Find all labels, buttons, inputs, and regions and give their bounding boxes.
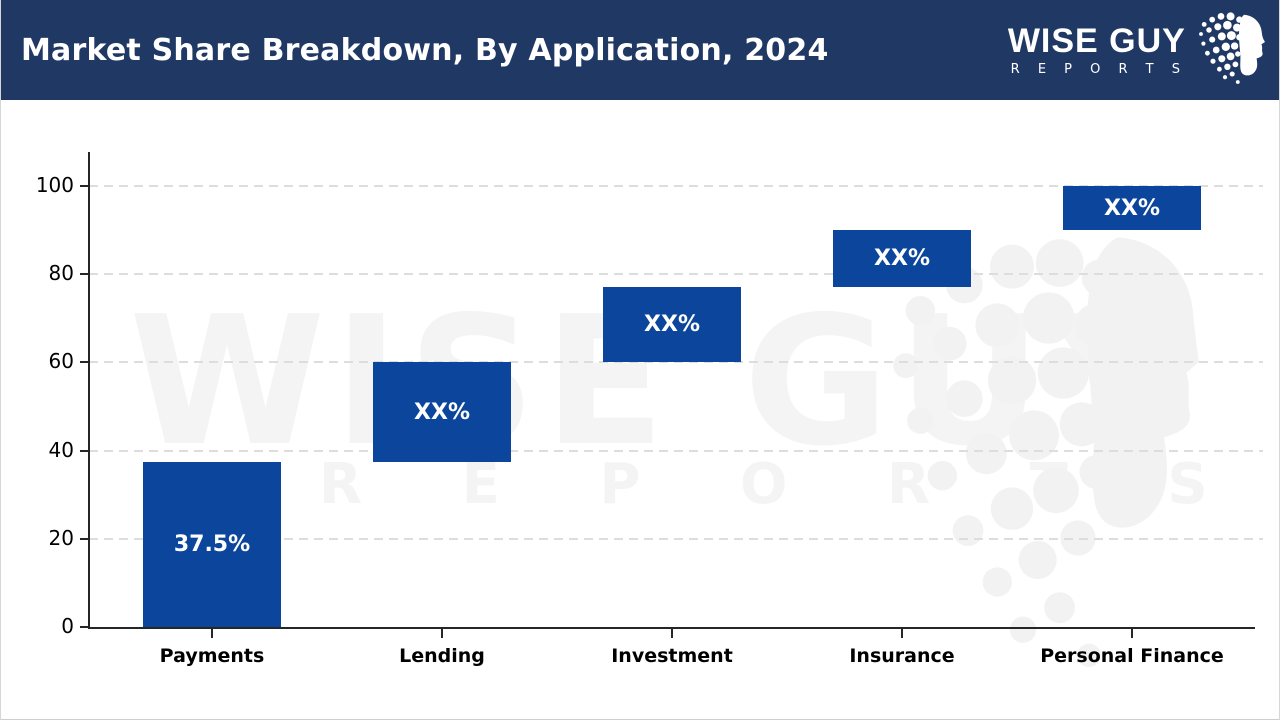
bar-value-label: XX% — [874, 246, 930, 272]
gridline — [89, 449, 1263, 452]
y-axis-tick — [80, 185, 88, 187]
x-axis-category-label-personal-finance: Personal Finance — [1040, 645, 1224, 667]
x-axis-category-label-lending: Lending — [399, 645, 485, 667]
y-axis-tick-label: 80 — [48, 261, 74, 286]
bar-value-label: XX% — [1104, 195, 1160, 221]
wise-guy-reports-logo: WISE GUY R E P O R T S — [1007, 8, 1265, 92]
y-axis-tick — [80, 361, 88, 364]
bar-value-label: 37.5% — [173, 531, 251, 557]
x-axis-line — [88, 627, 1255, 629]
y-axis-tick — [80, 537, 88, 540]
gridline — [89, 185, 1263, 187]
logo-wordmark-line1: WISE GUY — [1007, 22, 1186, 60]
wise-guy-head-icon — [1199, 12, 1265, 84]
x-axis-tick — [671, 629, 673, 638]
watermark-head-icon — [893, 237, 1199, 668]
bar-value-label: XX% — [644, 312, 700, 338]
x-axis-category-label-investment: Investment — [611, 645, 733, 667]
bar-payments: 37.5% — [143, 461, 281, 627]
y-axis-tick — [80, 273, 88, 276]
gridline — [89, 361, 1263, 364]
x-axis-tick — [901, 629, 903, 638]
gridline — [89, 273, 1263, 276]
y-axis-tick-label: 100 — [35, 173, 74, 197]
y-axis-tick — [80, 626, 88, 628]
bar-investment: XX% — [603, 287, 741, 363]
y-axis-tick-label: 60 — [48, 349, 74, 374]
header-bar: Market Share Breakdown, By Application, … — [1, 0, 1279, 100]
gridline — [89, 537, 1263, 540]
bar-personal-finance: XX% — [1063, 186, 1201, 231]
waterfall-chart: WISE GUY R E P O R T S 0 20 40 60 80 100 37.5%… — [1, 100, 1279, 719]
y-axis-tick-label: 40 — [48, 437, 74, 462]
x-axis-category-label-insurance: Insurance — [849, 645, 955, 667]
x-axis-tick — [211, 629, 213, 638]
bar-lending: XX% — [373, 362, 511, 462]
page-title: Market Share Breakdown, By Application, … — [21, 32, 829, 68]
logo-wordmark: WISE GUY R E P O R T S — [1007, 24, 1187, 76]
y-axis-line — [88, 152, 90, 629]
x-axis-tick — [1131, 629, 1133, 638]
y-axis-tick-label: 0 — [61, 614, 74, 638]
x-axis-tick — [441, 629, 443, 638]
x-axis-category-label-payments: Payments — [159, 645, 265, 667]
bar-value-label: XX% — [414, 399, 470, 425]
y-axis-tick — [80, 449, 88, 452]
bar-insurance: XX% — [833, 230, 971, 288]
y-axis-tick-label: 20 — [48, 525, 74, 550]
logo-wordmark-line2: R E P O R T S — [1010, 62, 1187, 77]
